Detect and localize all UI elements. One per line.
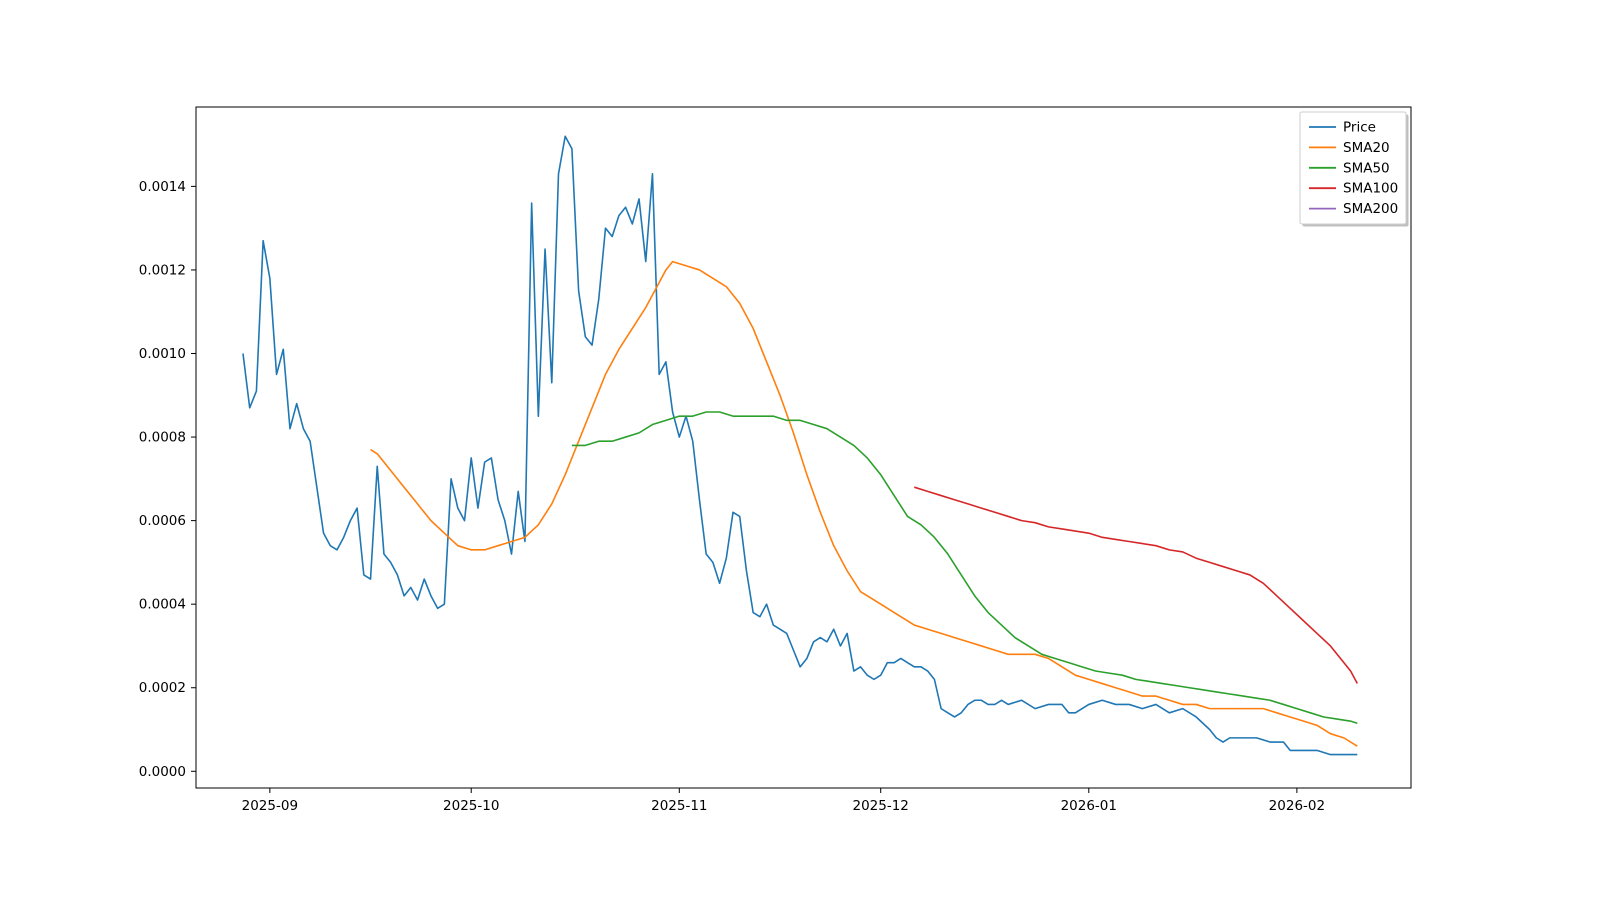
y-tick-label: 0.0006 bbox=[139, 513, 186, 529]
x-tick-label: 2025-11 bbox=[651, 798, 707, 814]
axes-frame bbox=[195, 106, 1412, 789]
legend-label-sma100: SMA100 bbox=[1343, 181, 1398, 197]
x-tick-label: 2026-01 bbox=[1061, 798, 1117, 814]
y-tick-label: 0.0000 bbox=[139, 764, 186, 780]
y-tick-label: 0.0008 bbox=[139, 430, 186, 446]
y-tick-label: 0.0014 bbox=[139, 179, 186, 195]
series-line-price bbox=[242, 135, 1358, 756]
x-tick-label: 2025-10 bbox=[443, 798, 499, 814]
legend-label-price: Price bbox=[1343, 120, 1376, 136]
x-tick-label: 2026-02 bbox=[1269, 798, 1325, 814]
legend-label-sma50: SMA50 bbox=[1343, 160, 1390, 176]
legend-box bbox=[1299, 111, 1407, 225]
y-tick-label: 0.0002 bbox=[139, 680, 186, 696]
legend-label-sma20: SMA20 bbox=[1343, 140, 1390, 156]
y-tick-label: 0.0004 bbox=[139, 597, 186, 613]
legend: Price SMA20 SMA50 SMA100 SMA200 bbox=[1299, 111, 1409, 227]
series-line-sma50 bbox=[571, 411, 1358, 725]
y-tick-label: 0.0010 bbox=[139, 346, 186, 362]
x-tick-label: 2025-09 bbox=[242, 798, 298, 814]
legend-label-sma200: SMA200 bbox=[1343, 201, 1398, 217]
series-lines bbox=[242, 135, 1359, 756]
series-line-sma100 bbox=[914, 486, 1359, 684]
y-axis: 0.0000 0.0002 0.0004 0.0006 0.0008 0.0010 0.00… bbox=[139, 179, 196, 780]
series-line-sma20 bbox=[370, 260, 1358, 747]
y-tick-label: 0.0012 bbox=[139, 262, 186, 278]
x-axis: 2025-09 2025-10 2025-11 2025-12 2026-01 2026-… bbox=[242, 788, 1325, 814]
x-tick-label: 2025-12 bbox=[852, 798, 908, 814]
